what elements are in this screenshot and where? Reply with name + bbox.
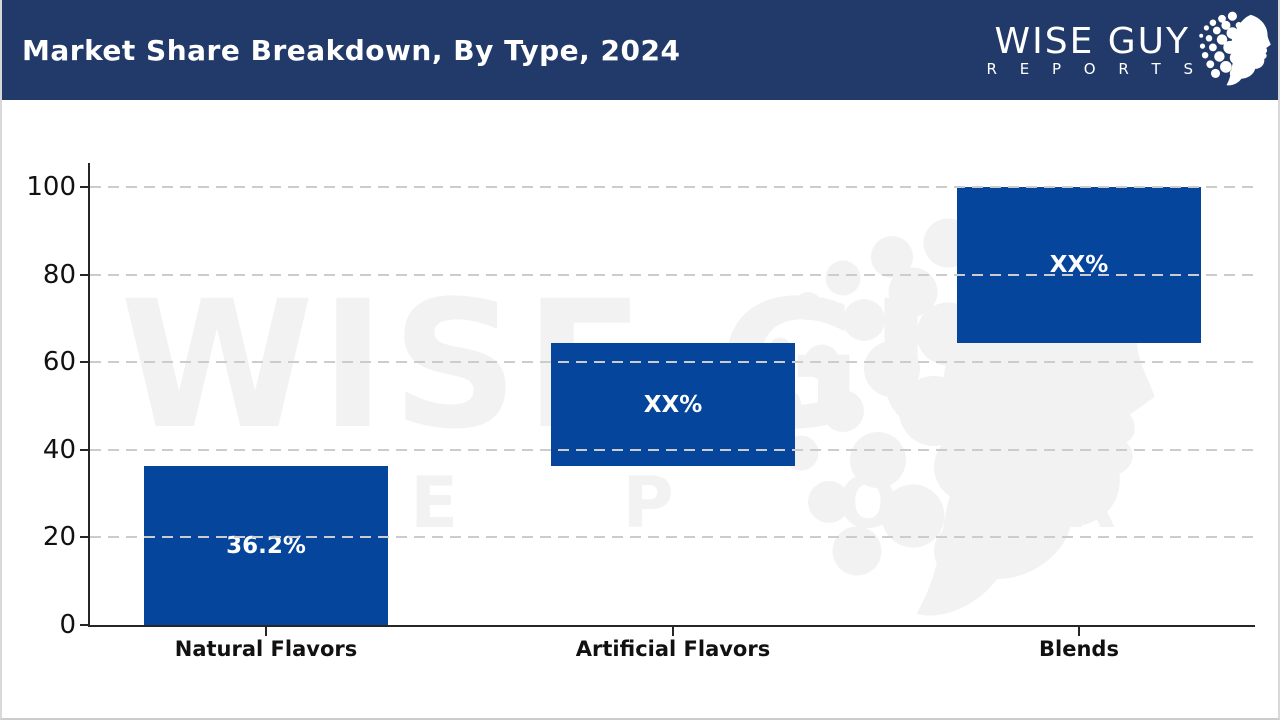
logo-brand-text: WISE GUY	[994, 20, 1191, 62]
gridline	[90, 273, 1255, 276]
y-tick-label: 60	[42, 347, 76, 378]
y-tick-mark	[80, 624, 89, 626]
bar-value-label: XX%	[643, 391, 703, 418]
x-tick-mark	[265, 627, 267, 636]
x-tick-mark	[1078, 627, 1080, 636]
logo-subtext: R E P O R T S	[986, 59, 1202, 78]
y-tick-mark	[80, 448, 89, 451]
header-bar: Market Share Breakdown, By Type, 2024 WI…	[2, 0, 1278, 100]
x-tick-label-natural-flavors: Natural Flavors	[174, 637, 358, 661]
gridline	[90, 361, 1255, 364]
bar-natural-flavors: 36.2%	[144, 466, 388, 625]
x-tick-label-artificial-flavors: Artificial Flavors	[575, 637, 771, 661]
y-tick-label: 100	[26, 172, 76, 202]
bar-artificial-flavors: XX%	[551, 343, 795, 467]
y-tick-mark	[80, 273, 89, 276]
y-tick-mark	[80, 536, 89, 539]
x-tick-mark	[672, 627, 674, 636]
gridline	[90, 536, 1255, 539]
x-axis-line	[88, 625, 1255, 627]
y-tick-mark	[80, 361, 89, 364]
wiseguy-face-icon	[1199, 11, 1271, 86]
y-tick-mark	[80, 186, 89, 188]
y-tick-label: 80	[42, 259, 76, 290]
y-tick-label: 0	[59, 610, 76, 640]
wiseguy-logo: WISE GUY R E P O R T S	[983, 0, 1274, 100]
y-tick-label: 40	[42, 434, 76, 465]
bar-blends: XX%	[957, 187, 1201, 344]
y-axis-line	[88, 163, 90, 627]
chart-title: Market Share Breakdown, By Type, 2024	[22, 33, 681, 67]
y-tick-label: 20	[42, 522, 76, 553]
gridline	[90, 186, 1255, 188]
logo-text: WISE GUY R E P O R T S	[983, 20, 1202, 78]
x-tick-label-blends: Blends	[1039, 637, 1119, 661]
gridline	[90, 448, 1255, 451]
